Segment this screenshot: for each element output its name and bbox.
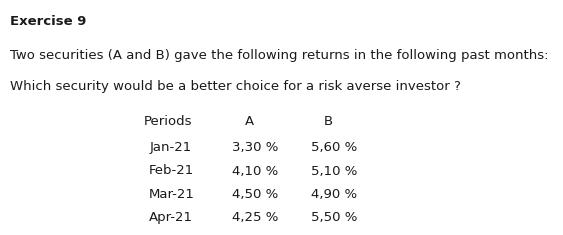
Text: 4,25 %: 4,25 % bbox=[233, 212, 279, 224]
Text: Two securities (A and B) gave the following returns in the following past months: Two securities (A and B) gave the follow… bbox=[10, 49, 548, 62]
Text: 5,60 %: 5,60 % bbox=[311, 141, 358, 154]
Text: Mar-21: Mar-21 bbox=[149, 188, 195, 201]
Text: 5,50 %: 5,50 % bbox=[311, 212, 358, 224]
Text: Periods: Periods bbox=[144, 115, 192, 128]
Text: 4,10 %: 4,10 % bbox=[233, 164, 279, 177]
Text: Feb-21: Feb-21 bbox=[149, 164, 194, 177]
Text: A: A bbox=[245, 115, 254, 128]
Text: 5,10 %: 5,10 % bbox=[311, 164, 358, 177]
Text: 4,90 %: 4,90 % bbox=[311, 188, 358, 201]
Text: Exercise 9: Exercise 9 bbox=[10, 15, 87, 28]
Text: 4,50 %: 4,50 % bbox=[233, 188, 279, 201]
Text: 3,30 %: 3,30 % bbox=[233, 141, 279, 154]
Text: Which security would be a better choice for a risk averse investor ?: Which security would be a better choice … bbox=[10, 80, 461, 93]
Text: Apr-21: Apr-21 bbox=[149, 212, 193, 224]
Text: B: B bbox=[324, 115, 333, 128]
Text: Jan-21: Jan-21 bbox=[149, 141, 191, 154]
